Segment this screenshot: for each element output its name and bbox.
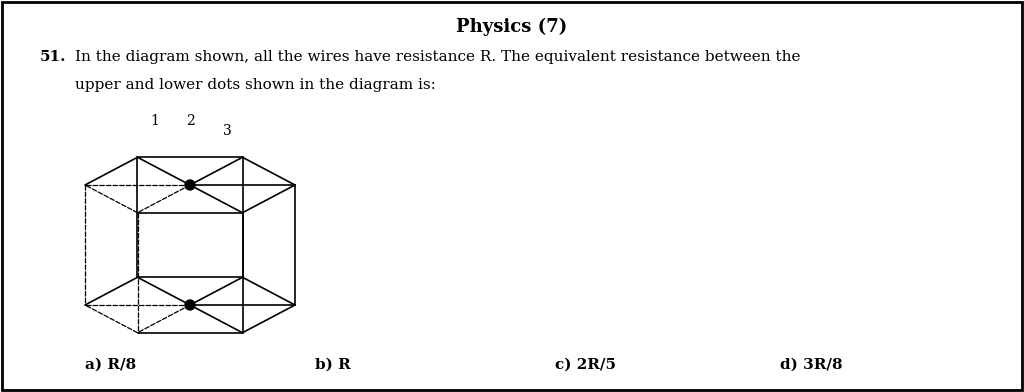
Text: a) R/8: a) R/8: [85, 358, 136, 372]
Text: d) 3R/8: d) 3R/8: [780, 358, 843, 372]
Text: In the diagram shown, all the wires have resistance R. The equivalent resistance: In the diagram shown, all the wires have…: [75, 50, 801, 64]
Text: c) 2R/5: c) 2R/5: [555, 358, 616, 372]
Circle shape: [185, 180, 195, 190]
Text: 3: 3: [222, 124, 231, 138]
Text: b) R: b) R: [315, 358, 351, 372]
Text: 1: 1: [151, 114, 160, 128]
Text: Physics (7): Physics (7): [457, 18, 567, 36]
Text: upper and lower dots shown in the diagram is:: upper and lower dots shown in the diagra…: [75, 78, 436, 92]
Text: 51.: 51.: [40, 50, 67, 64]
Text: 2: 2: [185, 114, 195, 128]
Circle shape: [185, 300, 195, 310]
